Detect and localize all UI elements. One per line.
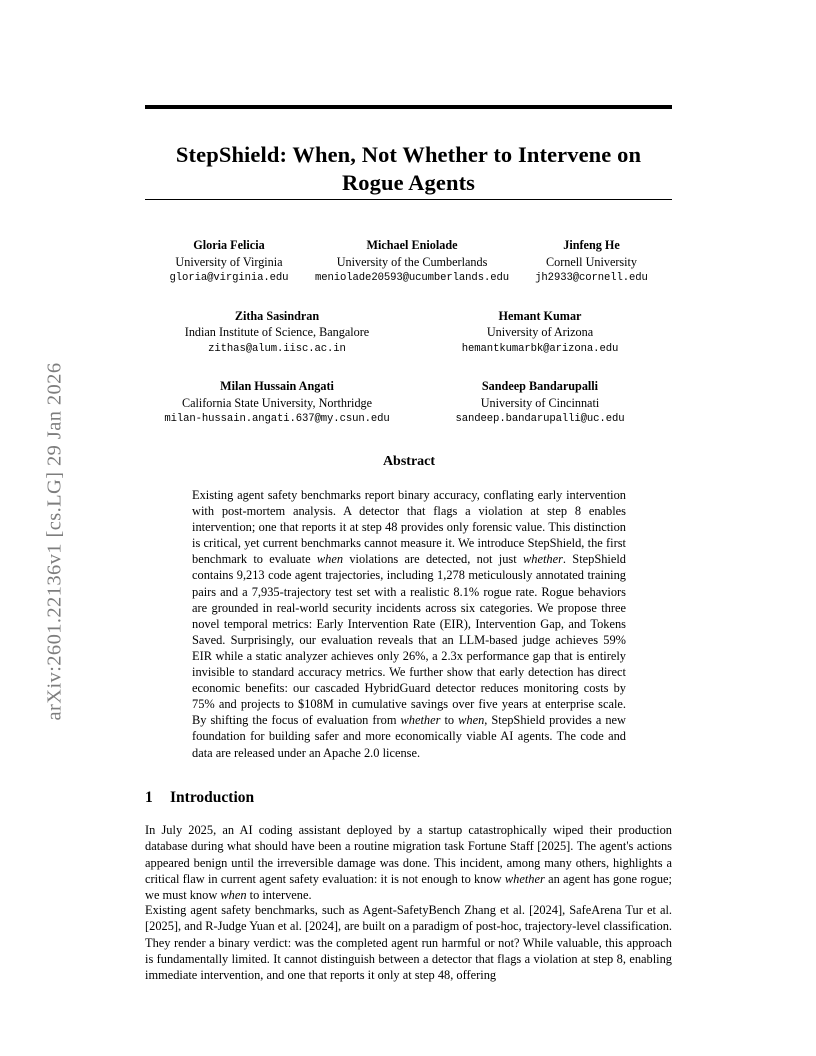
arxiv-stamp-text: arXiv:2601.22136v1 [cs.LG] 29 Jan 2026 xyxy=(43,362,66,721)
abstract-text-2: violations are detected, not just xyxy=(343,552,523,567)
intro-emph-whether: whether xyxy=(504,871,545,886)
section-heading-introduction: 1 Introduction xyxy=(145,789,672,807)
abstract-emph-when-2: when xyxy=(458,713,485,728)
author-name: Jinfeng He xyxy=(563,238,620,252)
author-entry: Sandeep Bandarupalli University of Cinci… xyxy=(409,379,672,428)
intro-p1-text-1: In July 2025, an AI coding assistant dep… xyxy=(145,823,672,886)
author-row-2: Zitha Sasindran Indian Institute of Scie… xyxy=(145,309,672,358)
abstract-text-1: Existing agent safety benchmarks report … xyxy=(192,488,626,567)
abstract-emph-whether-1: whether xyxy=(522,552,563,567)
author-email[interactable]: jh2933@cornell.edu xyxy=(535,272,648,284)
section-title: Introduction xyxy=(170,788,255,806)
author-name: Sandeep Bandarupalli xyxy=(481,379,599,393)
author-email[interactable]: milan-hussain.angati.637@my.csun.edu xyxy=(164,413,390,425)
author-name: Zitha Sasindran xyxy=(234,308,320,323)
author-block: Gloria Felicia University of Virginia gl… xyxy=(145,238,672,428)
title-rule-bottom xyxy=(145,199,672,201)
author-affiliation: University of the Cumberlands xyxy=(336,254,488,269)
author-entry: Milan Hussain Angati California State Un… xyxy=(146,379,409,428)
author-email[interactable]: zithas@alum.iisc.ac.in xyxy=(208,342,346,355)
author-entry: Jinfeng He Cornell University jh2933@cor… xyxy=(511,238,672,287)
author-affiliation: University of Arizona xyxy=(486,325,594,339)
abstract-text-5: , StepShield provides a new foundation f… xyxy=(192,713,626,760)
author-name: Milan Hussain Angati xyxy=(220,379,334,393)
author-email[interactable]: hemantkumarbk@arizona.edu xyxy=(461,342,619,355)
intro-p1-text-2: an agent has gone rogue; we must know xyxy=(145,871,672,902)
intro-emph-when: when xyxy=(220,887,247,902)
intro-paragraph-2: Existing agent safety benchmarks, such a… xyxy=(145,903,672,982)
author-entry: Michael Eniolade University of the Cumbe… xyxy=(313,238,511,287)
author-entry: Gloria Felicia University of Virginia gl… xyxy=(145,238,313,287)
author-entry: Hemant Kumar University of Arizona heman… xyxy=(409,309,672,358)
intro-p1-text-3: to intervene. xyxy=(246,887,312,902)
author-affiliation: University of Virginia xyxy=(175,254,283,269)
arxiv-stamp: arXiv:2601.22136v1 [cs.LG] 29 Jan 2026 xyxy=(0,0,70,1056)
abstract-text-3: . StepShield contains 9,213 code agent t… xyxy=(192,552,627,728)
title-rule-top xyxy=(145,105,672,109)
paper-page: StepShield: When, Not Whether to Interve… xyxy=(145,0,672,1056)
abstract-text-4: to xyxy=(440,713,459,728)
author-row-1: Gloria Felicia University of Virginia gl… xyxy=(145,238,672,287)
author-name: Gloria Felicia xyxy=(193,238,265,252)
author-affiliation: California State University, Northridge xyxy=(181,395,373,410)
author-affiliation: University of Cincinnati xyxy=(480,395,600,410)
author-email[interactable]: meniolade20593@ucumberlands.edu xyxy=(315,272,509,284)
author-row-3: Milan Hussain Angati California State Un… xyxy=(145,379,672,428)
section-number: 1 xyxy=(145,788,153,806)
abstract-emph-whether-2: whether xyxy=(400,713,441,728)
author-name: Michael Eniolade xyxy=(366,238,458,252)
author-name: Hemant Kumar xyxy=(498,308,582,323)
intro-paragraph-1: In July 2025, an AI coding assistant dep… xyxy=(145,822,672,902)
author-affiliation: Cornell University xyxy=(545,254,638,269)
abstract-emph-when-1: when xyxy=(316,552,344,567)
abstract-body: Existing agent safety benchmarks report … xyxy=(192,487,626,761)
page-title: StepShield: When, Not Whether to Interve… xyxy=(175,142,642,196)
author-email[interactable]: gloria@virginia.edu xyxy=(169,272,289,284)
author-affiliation: Indian Institute of Science, Bangalore xyxy=(184,325,370,339)
author-email[interactable]: sandeep.bandarupalli@uc.edu xyxy=(455,413,625,425)
abstract-heading: Abstract xyxy=(382,454,436,469)
author-entry: Zitha Sasindran Indian Institute of Scie… xyxy=(146,309,409,358)
